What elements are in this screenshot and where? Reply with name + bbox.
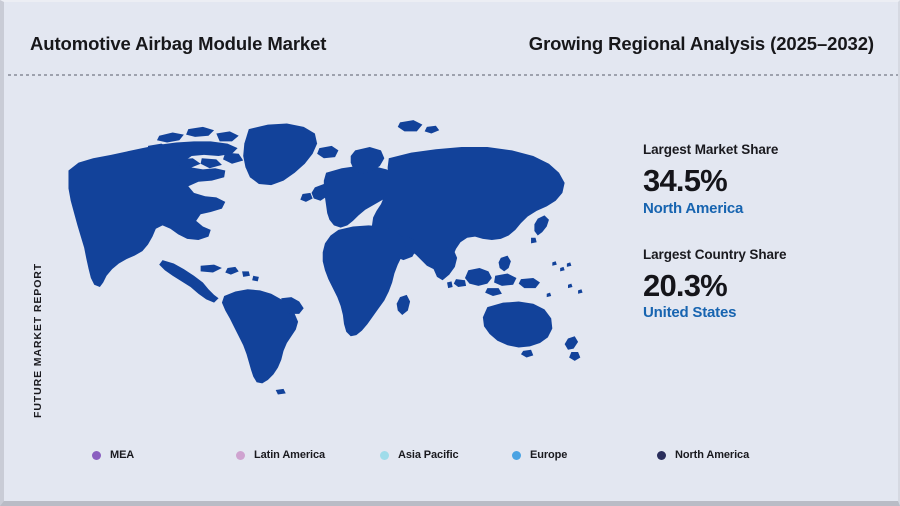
region-pacific-islands — [546, 261, 583, 298]
stat-region: North America — [643, 199, 744, 217]
legend-dot-icon — [236, 450, 245, 460]
region-philippines — [498, 255, 511, 272]
region-iceland — [317, 145, 339, 159]
region-central-america — [159, 260, 219, 303]
region-south-america — [221, 289, 299, 384]
header-subtitle: Growing Regional Analysis (2025–2032) — [528, 33, 874, 54]
region-sri-lanka — [447, 281, 453, 289]
legend-dot-icon — [657, 450, 666, 460]
stats-panel: Largest Market Share 34.5% North America… — [643, 142, 893, 321]
legend-item-north-america: North America — [657, 449, 749, 461]
legend-label: North America — [675, 449, 750, 461]
stat-caption: Largest Market Share — [643, 142, 779, 157]
page-title: Automotive Airbag Module Market — [30, 33, 327, 54]
legend-dot-icon — [512, 450, 521, 460]
region-scandinavia — [350, 147, 385, 174]
world-map — [64, 94, 624, 424]
stat-caption: Largest Country Share — [643, 246, 787, 262]
legend-label: MEA — [110, 449, 135, 461]
brand-watermark: FUTURE MARKET REPORT — [32, 262, 44, 418]
region-british-isles — [300, 183, 330, 202]
legend-label: Asia Pacific — [398, 449, 459, 461]
region-japan — [531, 215, 549, 244]
region-new-zealand — [564, 336, 581, 361]
region-brazil-bulge — [281, 297, 304, 314]
region-southeast-asia — [453, 267, 540, 296]
region-svalbard — [397, 120, 440, 134]
map-legend: MEA Latin America Asia Pacific Europe No… — [92, 449, 792, 469]
legend-item-europe: Europe — [512, 449, 567, 461]
header: Automotive Airbag Module Market Growing … — [4, 2, 898, 76]
region-india — [431, 246, 458, 281]
world-map-svg — [68, 120, 583, 395]
header-divider — [8, 74, 898, 76]
region-north-america — [68, 141, 238, 287]
legend-label: Europe — [530, 449, 568, 461]
region-africa — [322, 225, 406, 337]
region-falklands — [275, 388, 286, 395]
region-arctic-islands — [148, 126, 244, 169]
legend-item-asia-pacific: Asia Pacific — [380, 449, 459, 461]
region-asia — [372, 147, 565, 270]
legend-item-latin-america: Latin America — [236, 449, 325, 461]
legend-dot-icon — [92, 450, 101, 460]
region-europe — [323, 166, 399, 228]
legend-dot-icon — [380, 450, 389, 460]
stat-region: United States — [643, 304, 737, 322]
region-greenland — [243, 123, 318, 186]
stat-value: 20.3% — [643, 267, 728, 303]
region-australia — [482, 301, 553, 348]
stat-largest-market-share: Largest Market Share 34.5% North America — [643, 142, 893, 217]
stat-value: 34.5% — [643, 163, 728, 198]
region-caribbean — [200, 264, 259, 282]
map-landmasses — [68, 120, 583, 395]
stat-largest-country-share: Largest Country Share 20.3% United State… — [643, 247, 893, 322]
legend-item-mea: MEA — [92, 449, 134, 461]
region-madagascar — [396, 294, 411, 315]
legend-label: Latin America — [254, 449, 326, 461]
region-tasmania — [520, 349, 534, 358]
